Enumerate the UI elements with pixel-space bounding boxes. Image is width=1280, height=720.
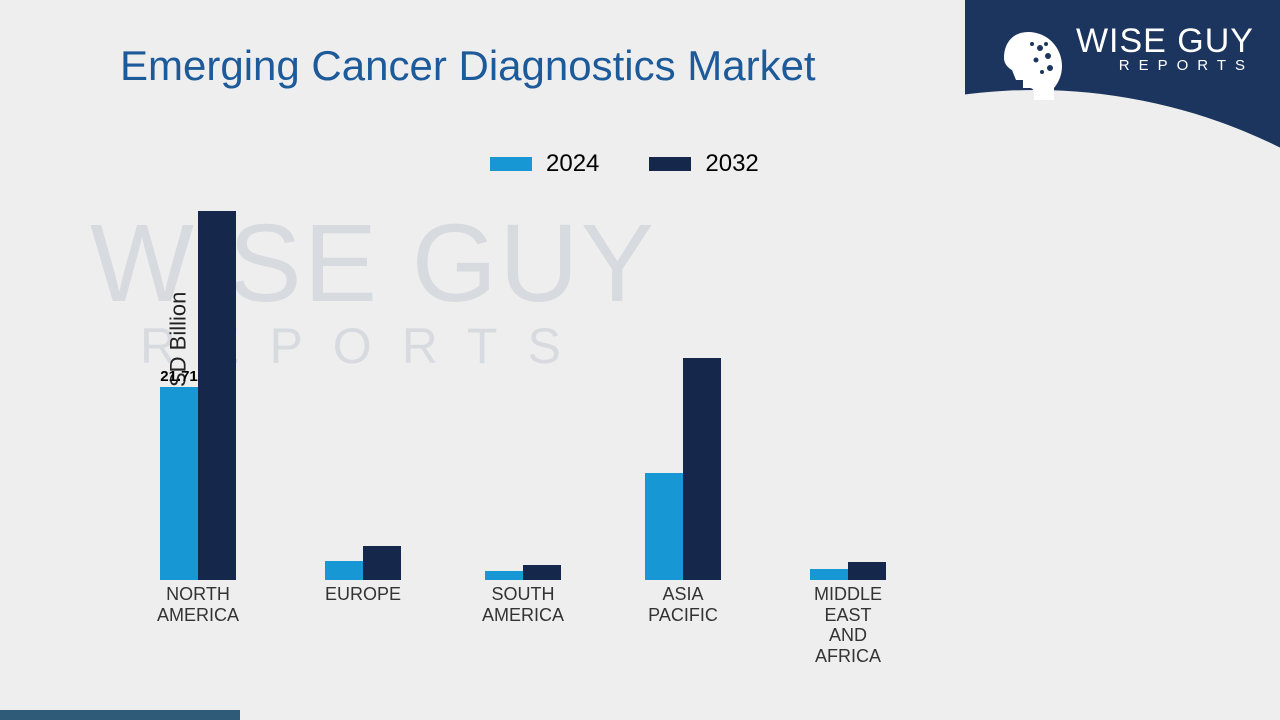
- legend-swatch-icon: [649, 157, 691, 171]
- legend-label: 2032: [705, 150, 758, 178]
- legend-item: 2032: [649, 150, 758, 178]
- legend-item: 2024: [490, 150, 599, 178]
- bar: [198, 211, 236, 580]
- logo-head-icon: [990, 28, 1070, 106]
- category-label: MIDDLEEASTANDAFRICA: [788, 584, 908, 667]
- category-label: SOUTHAMERICA: [463, 584, 583, 625]
- right-panel: [965, 0, 1280, 720]
- legend-swatch-icon: [490, 157, 532, 171]
- brand-line1: WISE GUY: [1076, 22, 1254, 61]
- legend: 2024 2032: [490, 150, 759, 178]
- category-label: ASIAPACIFIC: [623, 584, 743, 625]
- bar-chart: Market Size in USD Billion 2024 2032 21.…: [60, 160, 980, 680]
- bar: [160, 387, 198, 580]
- legend-label: 2024: [546, 150, 599, 178]
- bar: [363, 546, 401, 580]
- bar: [683, 358, 721, 580]
- bar: [485, 571, 523, 580]
- accent-bar: [0, 710, 240, 720]
- plot-area: 21.71: [120, 180, 960, 580]
- infographic-canvas: WISE GUY REPORTS WISE GUY REPORTS Emergi…: [0, 0, 1280, 720]
- category-axis: NORTHAMERICA EUROPE SOUTHAMERICA ASIAPACIFI…: [120, 580, 960, 680]
- bar: [325, 561, 363, 580]
- bar-value-label: 21.71: [160, 368, 198, 385]
- bar: [645, 473, 683, 580]
- brand-logo: WISE GUY REPORTS: [1076, 22, 1254, 74]
- category-label: EUROPE: [303, 584, 423, 605]
- page-title: Emerging Cancer Diagnostics Market: [120, 42, 816, 90]
- bar: [810, 569, 848, 580]
- category-label: NORTHAMERICA: [138, 584, 258, 625]
- bar: [523, 565, 561, 580]
- bar: [848, 562, 886, 580]
